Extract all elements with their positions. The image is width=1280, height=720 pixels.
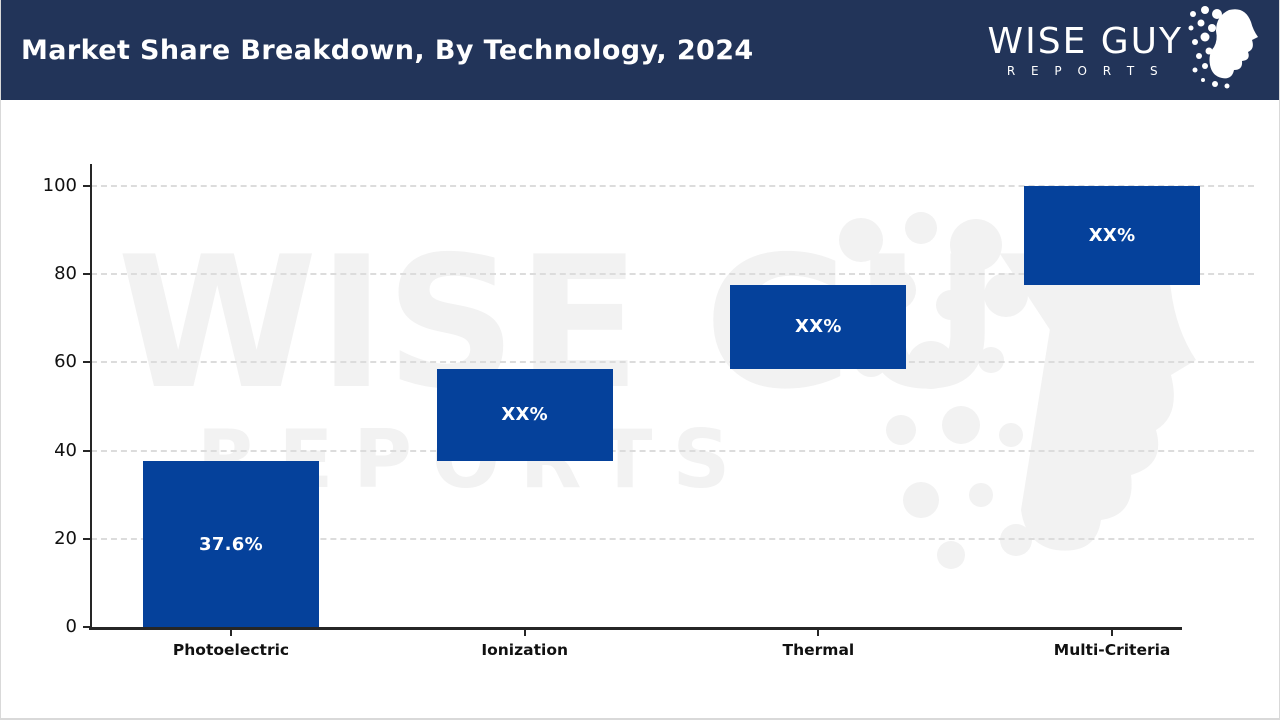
chart-area: 0 20 40 60 80 100 37.6% Photoelectric XX% Ionizat… <box>1 100 1279 718</box>
bar-value-label: 37.6% <box>199 533 263 555</box>
y-tick-mark <box>83 273 90 276</box>
x-axis-category-label: Thermal <box>782 641 855 659</box>
bar-photoelectric: 37.6% <box>143 461 319 627</box>
y-tick-mark <box>83 449 90 452</box>
bar-multi-criteria: XX% <box>1024 186 1201 286</box>
y-axis-line <box>90 164 92 629</box>
x-axis-line <box>89 627 1182 630</box>
y-axis-tick-label: 40 <box>54 439 77 461</box>
y-axis-tick-label: 100 <box>42 175 77 196</box>
y-tick-mark <box>83 361 90 364</box>
bar-value-label: XX% <box>501 404 549 426</box>
x-tick-mark <box>1111 629 1114 636</box>
bar-value-label: XX% <box>795 316 842 338</box>
y-axis-tick-label: 80 <box>54 263 77 285</box>
header-bar: Market Share Breakdown, By Technology, 2… <box>1 0 1279 100</box>
y-axis-tick-label: 20 <box>54 527 77 549</box>
gridline <box>91 537 1254 540</box>
x-axis-category-label: Ionization <box>481 641 569 659</box>
gridline <box>91 273 1254 276</box>
bar-thermal: XX% <box>730 285 907 369</box>
logo-wordmark: WISE GUY <box>987 20 1183 62</box>
x-tick-mark <box>230 629 232 636</box>
gridline <box>91 185 1254 187</box>
y-tick-mark <box>83 626 90 628</box>
logo-text: WISE GUY R E P O R T S <box>987 20 1184 78</box>
gridline <box>91 361 1254 364</box>
logo-head-icon <box>1185 4 1263 96</box>
chart-title: Market Share Breakdown, By Technology, 2… <box>21 34 754 66</box>
x-axis-category-label: Photoelectric <box>172 641 290 659</box>
y-tick-mark <box>83 537 90 540</box>
y-tick-mark <box>83 185 90 187</box>
logo-subtitle: R E P O R T S <box>1006 63 1164 78</box>
x-axis-category-label: Multi-Criteria <box>1053 641 1171 659</box>
y-axis-tick-label: 0 <box>65 616 77 637</box>
bar-value-label: XX% <box>1088 225 1136 247</box>
x-tick-mark <box>523 629 526 636</box>
x-tick-mark <box>817 629 820 636</box>
wise-guy-logo: WISE GUY R E P O R T S <box>988 4 1264 96</box>
y-axis-tick-label: 60 <box>54 351 77 373</box>
gridline <box>91 449 1254 452</box>
bar-ionization: XX% <box>436 368 613 462</box>
